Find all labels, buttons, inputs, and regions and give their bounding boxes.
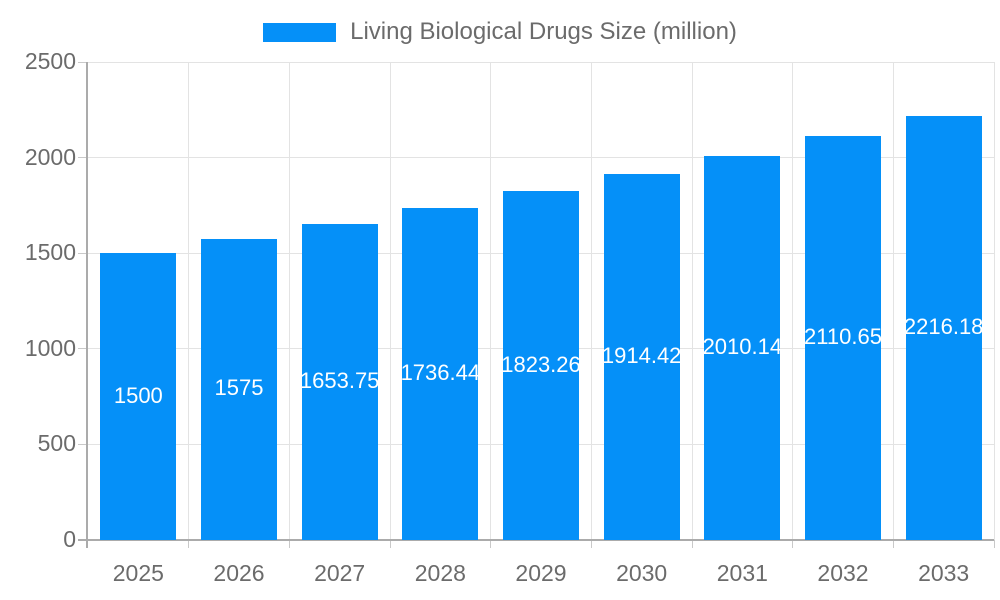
x-axis-label: 2032 (817, 560, 869, 586)
legend-swatch (263, 22, 337, 42)
y-axis-line (86, 62, 88, 548)
y-axis-label: 1500 (24, 239, 76, 266)
x-axis-label: 2025 (112, 560, 164, 586)
x-gridline (892, 62, 894, 540)
legend-item[interactable]: Living Biological Drugs Size (million) (0, 18, 1000, 46)
x-axis-label: 2026 (213, 560, 265, 586)
bar (201, 238, 277, 540)
y-axis-tick (78, 157, 88, 159)
bar (402, 207, 479, 540)
bar (905, 116, 982, 540)
y-axis-label: 1000 (24, 334, 76, 361)
x-axis-tick (892, 540, 894, 548)
x-gridline (590, 62, 592, 540)
bar (100, 253, 177, 540)
y-axis-tick (78, 443, 88, 445)
x-gridline (389, 62, 391, 540)
x-axis-label: 2030 (616, 560, 668, 586)
x-gridline (792, 62, 794, 540)
legend-label: Living Biological Drugs Size (million) (350, 18, 737, 45)
x-axis-label: 2031 (716, 560, 768, 586)
x-axis-label: 2028 (414, 560, 466, 586)
y-axis-label: 2000 (24, 143, 76, 170)
x-axis-label: 2027 (314, 560, 366, 586)
x-axis-tick (993, 540, 995, 548)
x-axis-label: 2029 (515, 560, 567, 586)
x-axis-line (78, 539, 994, 541)
x-gridline (490, 62, 492, 540)
y-axis-tick (78, 61, 88, 63)
x-axis-tick (590, 540, 592, 548)
bar (603, 173, 680, 540)
y-axis-label: 0 (63, 526, 76, 552)
bar (704, 155, 781, 540)
x-axis-tick (389, 540, 391, 548)
bar (301, 223, 378, 540)
x-gridline (993, 62, 995, 540)
x-axis-tick (490, 540, 492, 548)
y-axis-tick (78, 348, 88, 350)
x-axis-tick (691, 540, 693, 548)
y-axis-label: 500 (37, 430, 76, 457)
x-gridline (188, 62, 190, 540)
x-axis-tick (792, 540, 794, 548)
y-axis-tick (78, 252, 88, 254)
y-axis-label: 2500 (24, 48, 76, 74)
y-gridline (88, 61, 994, 63)
x-axis-tick (188, 540, 190, 548)
x-gridline (691, 62, 693, 540)
x-axis-label: 2033 (918, 560, 970, 586)
bar (503, 191, 579, 540)
x-gridline (288, 62, 290, 540)
bar (805, 136, 881, 540)
x-axis-tick (288, 540, 290, 548)
y-gridline (88, 157, 994, 159)
